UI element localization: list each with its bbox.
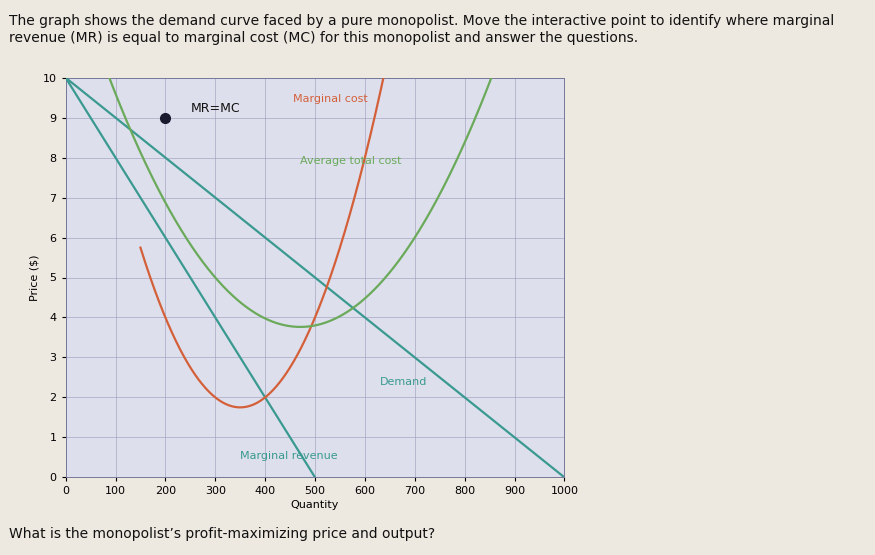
Text: Marginal cost: Marginal cost <box>292 94 368 104</box>
Text: The graph shows the demand curve faced by a pure monopolist. Move the interactiv: The graph shows the demand curve faced b… <box>9 14 834 28</box>
Text: Average total cost: Average total cost <box>300 155 402 165</box>
Text: MR=MC: MR=MC <box>191 102 240 115</box>
Text: Demand: Demand <box>380 377 427 387</box>
Text: What is the monopolist’s profit-maximizing price and output?: What is the monopolist’s profit-maximizi… <box>9 527 435 541</box>
Text: Marginal revenue: Marginal revenue <box>240 451 338 461</box>
Text: revenue (MR) is equal to marginal cost (MC) for this monopolist and answer the q: revenue (MR) is equal to marginal cost (… <box>9 31 638 44</box>
X-axis label: Quantity: Quantity <box>290 501 340 511</box>
Y-axis label: Price ($): Price ($) <box>30 254 40 301</box>
